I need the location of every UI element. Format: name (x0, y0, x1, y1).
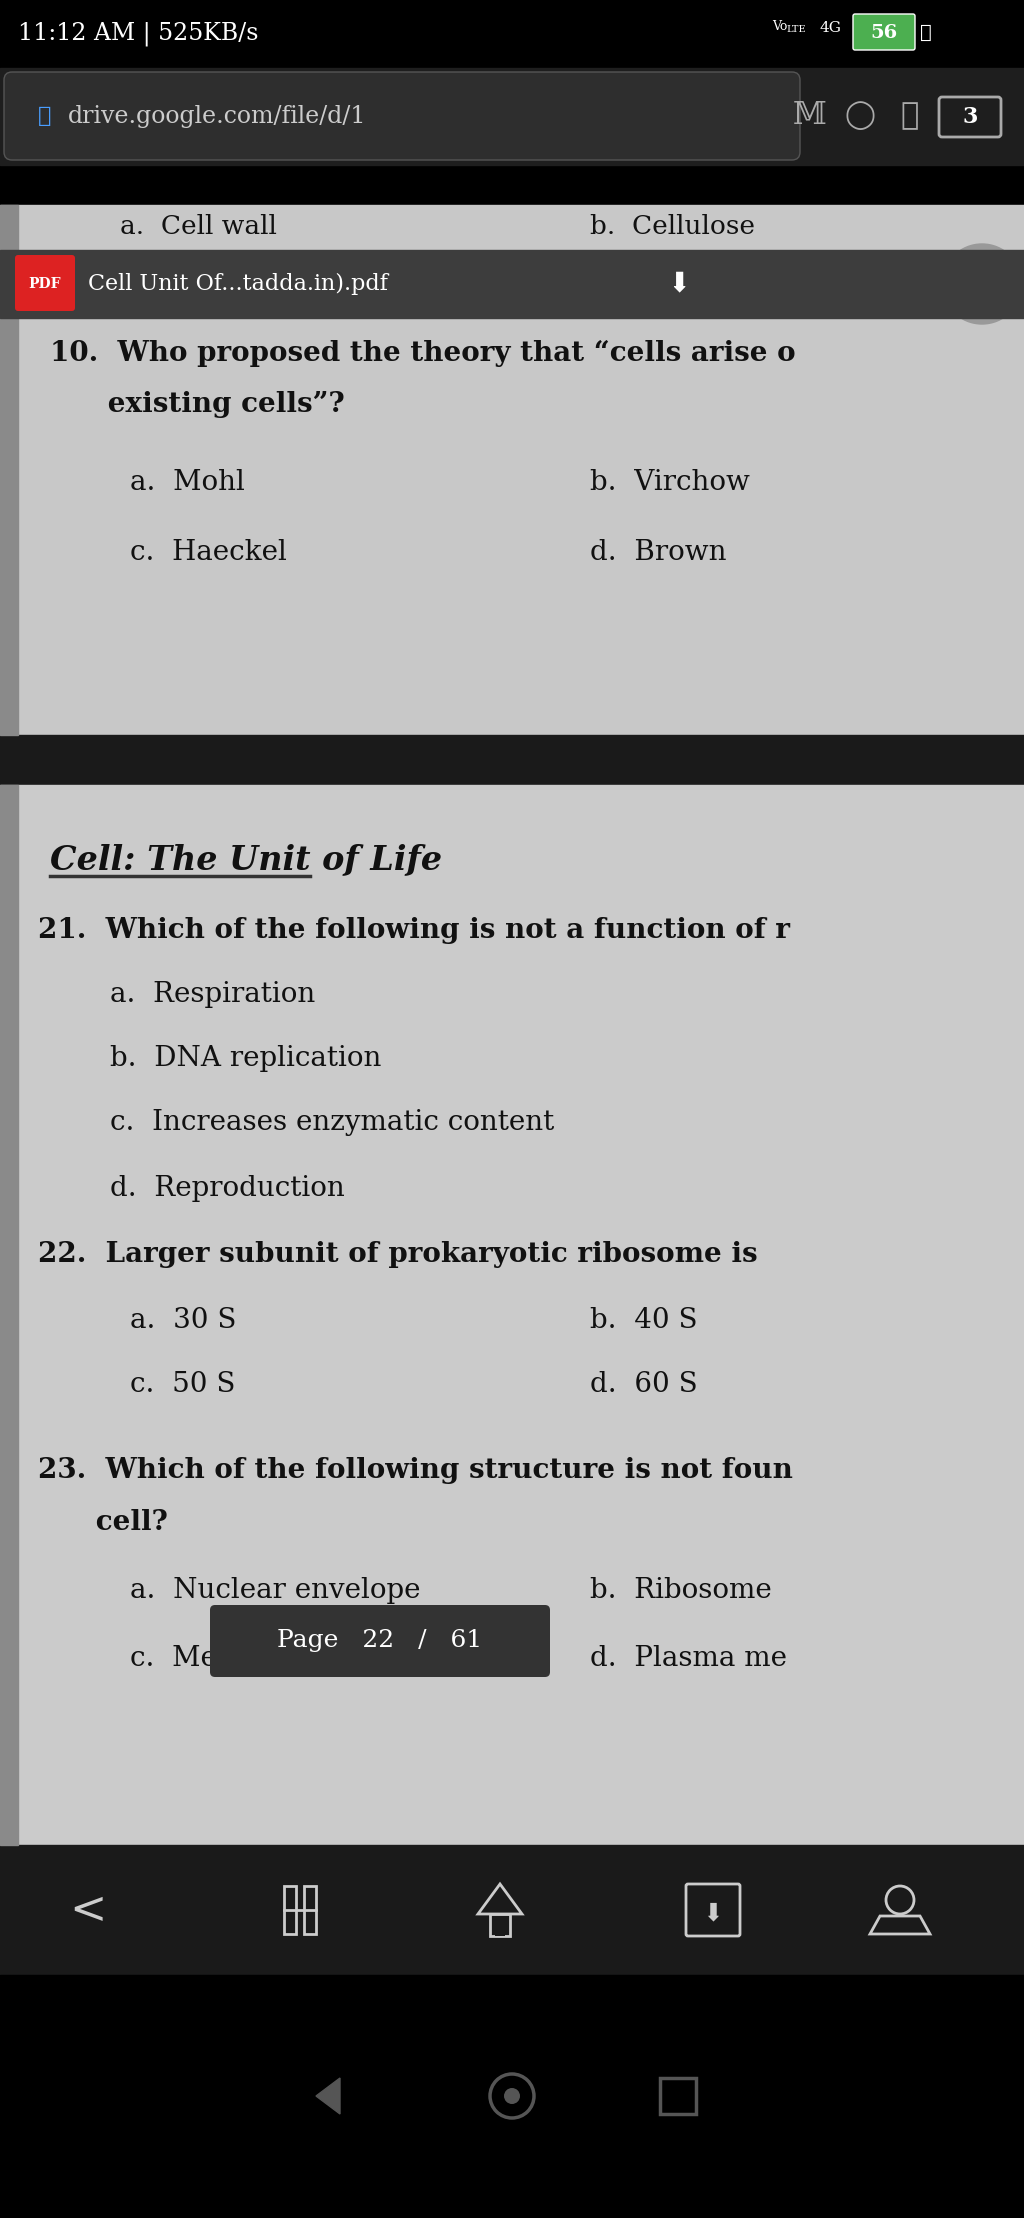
Text: cell?: cell? (38, 1508, 168, 1535)
Text: LTE: LTE (786, 24, 806, 35)
FancyBboxPatch shape (853, 13, 915, 51)
Text: 🔒: 🔒 (38, 104, 51, 126)
Text: 11:12 AM | 525KB/s: 11:12 AM | 525KB/s (18, 22, 258, 47)
Bar (0, 0, 1024, 69)
Text: 3: 3 (963, 106, 978, 129)
Circle shape (504, 2087, 520, 2105)
Polygon shape (316, 2078, 340, 2114)
Text: ◯: ◯ (845, 102, 876, 131)
Text: d.  Brown: d. Brown (590, 539, 726, 566)
Text: existing cells”?: existing cells”? (50, 393, 345, 419)
Bar (0, 69, 1024, 164)
FancyBboxPatch shape (15, 255, 75, 311)
Text: 22.  Larger subunit of prokaryotic ribosome is: 22. Larger subunit of prokaryotic riboso… (38, 1242, 758, 1269)
Bar (304, 1885, 316, 1934)
Bar (0, 204, 18, 734)
Bar (490, 1914, 510, 1936)
Text: c.  Haeckel: c. Haeckel (130, 539, 287, 566)
Text: a.  30 S: a. 30 S (130, 1306, 237, 1333)
Text: b.  Ribosome: b. Ribosome (590, 1577, 772, 1604)
Text: c.  Protoplasm: c. Protoplasm (120, 271, 312, 297)
Bar (0, 734, 1024, 785)
Bar (0, 785, 1024, 1845)
Text: c.  50 S: c. 50 S (130, 1371, 236, 1400)
Text: Cell Unit Of...tadda.in).pdf: Cell Unit Of...tadda.in).pdf (88, 273, 388, 295)
Text: d.  Nuc: d. Nuc (590, 271, 687, 297)
Bar (0, 1845, 1024, 1974)
Text: Page   22   /   61: Page 22 / 61 (278, 1630, 482, 1652)
Text: ⬇: ⬇ (669, 271, 691, 297)
Text: 10.  Who proposed the theory that “cells arise o: 10. Who proposed the theory that “cells … (50, 339, 796, 366)
Text: d.  60 S: d. 60 S (590, 1371, 697, 1400)
Text: 4G: 4G (820, 20, 842, 35)
Text: d.  Plasma me: d. Plasma me (590, 1644, 787, 1672)
Text: b.  Cellulose: b. Cellulose (590, 215, 755, 240)
Text: <: < (70, 1888, 106, 1932)
Text: 21.  Which of the following is not a function of r: 21. Which of the following is not a func… (38, 916, 790, 943)
Text: ☆: ☆ (901, 100, 920, 131)
Text: 56: 56 (870, 24, 898, 42)
Text: Vo: Vo (772, 20, 787, 33)
Text: c.  Mesosome: c. Mesosome (130, 1644, 322, 1672)
Bar (284, 1885, 296, 1934)
Text: a.  Mohl: a. Mohl (130, 470, 245, 497)
Bar (0, 1974, 1024, 2218)
Bar (0, 251, 1024, 317)
Text: a.  Cell wall: a. Cell wall (120, 215, 276, 240)
Text: PDF: PDF (29, 277, 61, 291)
FancyBboxPatch shape (4, 71, 800, 160)
Text: b.  40 S: b. 40 S (590, 1306, 697, 1333)
Bar (660, 2078, 696, 2114)
Text: Cell: The Unit of Life: Cell: The Unit of Life (50, 843, 442, 876)
Text: ⬇: ⬇ (702, 1903, 724, 1925)
Text: ⚡: ⚡ (920, 24, 932, 42)
Text: 23.  Which of the following structure is not foun: 23. Which of the following structure is … (38, 1457, 793, 1484)
Text: b.  DNA replication: b. DNA replication (110, 1045, 381, 1071)
Text: d.  Reproduction: d. Reproduction (110, 1176, 345, 1202)
Text: drive.google.com/file/d/1: drive.google.com/file/d/1 (68, 104, 367, 126)
Text: c.  Increases enzymatic content: c. Increases enzymatic content (110, 1109, 554, 1136)
Circle shape (942, 244, 1022, 324)
Text: b.  Virchow: b. Virchow (590, 470, 750, 497)
Text: a.  Respiration: a. Respiration (110, 983, 315, 1009)
Bar (0, 785, 18, 1845)
Text: a.  Nuclear envelope: a. Nuclear envelope (130, 1577, 421, 1604)
FancyBboxPatch shape (210, 1606, 550, 1677)
Bar (0, 204, 1024, 734)
Text: 𝕄: 𝕄 (794, 100, 826, 131)
Bar (495, 1923, 505, 1936)
